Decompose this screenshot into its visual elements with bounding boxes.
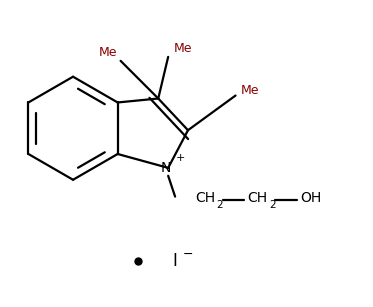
Text: CH: CH	[195, 191, 215, 204]
Text: I: I	[173, 252, 178, 270]
Text: Me: Me	[241, 84, 260, 97]
Text: OH: OH	[300, 191, 321, 204]
Text: +: +	[175, 153, 185, 163]
Text: −: −	[183, 247, 193, 261]
Text: Me: Me	[98, 46, 117, 60]
Text: Me: Me	[174, 42, 192, 56]
Text: N: N	[161, 161, 171, 175]
Text: 2: 2	[217, 200, 223, 210]
Text: CH: CH	[247, 191, 267, 204]
Text: 2: 2	[269, 200, 276, 210]
